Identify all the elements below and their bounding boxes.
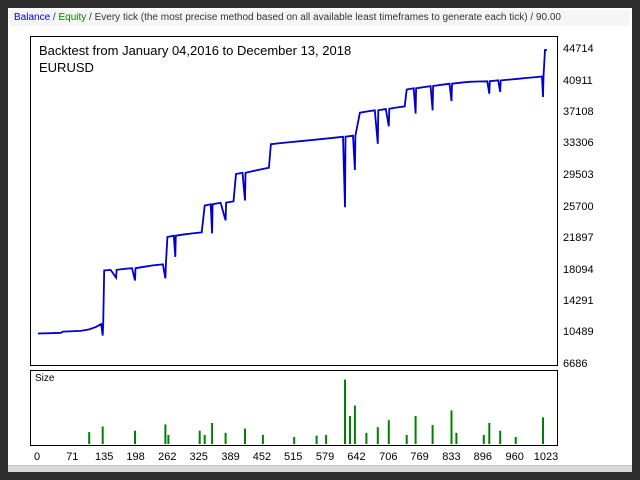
- size-bar: [167, 434, 170, 444]
- size-bar: [514, 437, 517, 444]
- size-bars-svg: [88, 379, 544, 444]
- y-axis-label: 33306: [563, 137, 594, 150]
- x-axis-label: 389: [221, 451, 240, 463]
- size-bar: [325, 434, 328, 444]
- y-axis-label: 18094: [563, 263, 594, 276]
- x-axis-labels: 0 71 135 198 262 325 389 452 515 579 642 706 769 833 8…: [30, 451, 558, 465]
- size-bar: [134, 430, 136, 444]
- balance-chart-panel: Backtest from January 04,2016 to Decembe…: [30, 36, 558, 366]
- size-bar: [499, 430, 502, 444]
- size-bar: [387, 420, 390, 444]
- size-bar: [414, 416, 417, 444]
- size-bar: [315, 435, 318, 444]
- header-segment: Balance: [14, 12, 51, 23]
- size-bar: [353, 405, 356, 444]
- x-axis-label: 325: [189, 451, 208, 463]
- size-bar: [244, 428, 246, 444]
- size-bar: [376, 427, 379, 444]
- size-bar: [164, 424, 167, 444]
- x-axis-label: 262: [158, 451, 177, 463]
- x-axis-label: 452: [252, 451, 272, 463]
- size-bar: [344, 379, 346, 444]
- header-segment: Equity: [58, 12, 87, 23]
- x-axis-label: 515: [284, 451, 303, 463]
- size-bar: [455, 432, 458, 444]
- report-graph: Balance / Equity / Every tick (the most …: [8, 8, 632, 472]
- size-bar: [431, 425, 434, 444]
- y-axis-label: 25700: [563, 200, 594, 213]
- header-segment: / Every tick (the most precise method ba…: [86, 12, 561, 23]
- bottom-strip: [8, 465, 632, 472]
- x-axis-label: 896: [473, 451, 492, 463]
- y-axis-label: 14291: [563, 295, 594, 307]
- size-bar: [88, 432, 91, 444]
- size-bar: [198, 430, 201, 444]
- size-panel: Size: [30, 370, 558, 446]
- size-bar: [211, 423, 214, 444]
- size-bar: [261, 434, 264, 444]
- size-bar: [349, 416, 351, 444]
- y-axis-label: 40911: [563, 74, 593, 87]
- annotation-line-2: EURUSD: [39, 60, 94, 75]
- x-axis-label: 579: [315, 451, 335, 463]
- size-bar: [488, 423, 491, 444]
- x-axis-label: 1023: [533, 451, 559, 463]
- y-axis-label: 21897: [563, 232, 594, 244]
- size-bar: [482, 434, 485, 444]
- size-bar: [224, 432, 227, 444]
- size-bar: [405, 434, 408, 444]
- annotation: Backtest from January 04,2016 to Decembe…: [39, 42, 351, 76]
- x-axis-label: 769: [410, 451, 429, 463]
- balance-curve-svg: [37, 49, 547, 336]
- y-axis-label: 6686: [563, 358, 588, 370]
- y-axis-label: 10489: [563, 326, 594, 339]
- x-axis-label: 0: [33, 451, 41, 463]
- y-axis-label: 37108: [563, 106, 594, 118]
- size-bar: [450, 410, 453, 444]
- y-axis-label: 29503: [563, 168, 594, 181]
- x-axis-label: 198: [126, 451, 145, 463]
- size-bar: [203, 434, 206, 444]
- chart-header: Balance / Equity / Every tick (the most …: [10, 10, 630, 26]
- annotation-line-1: Backtest from January 04,2016 to Decembe…: [39, 43, 352, 58]
- x-axis-label: 135: [94, 451, 114, 463]
- y-axis-label: 44714: [563, 43, 594, 55]
- size-bar: [542, 417, 544, 444]
- x-axis-label: 960: [505, 451, 524, 463]
- x-axis-label: 642: [347, 451, 366, 463]
- balance-line: [37, 49, 547, 336]
- x-axis-label: 71: [66, 451, 79, 463]
- x-axis-label: 706: [379, 451, 398, 463]
- y-axis-labels: 44714 40911 37108 33306 29503 25700 21897 18094…: [563, 36, 631, 376]
- size-panel-label: Size: [35, 373, 55, 384]
- size-bar: [365, 432, 368, 444]
- header-segment: /: [50, 12, 59, 23]
- size-bars: [88, 379, 544, 444]
- size-bar: [101, 426, 104, 444]
- x-axis-label: 833: [442, 451, 461, 463]
- size-bar: [293, 437, 296, 444]
